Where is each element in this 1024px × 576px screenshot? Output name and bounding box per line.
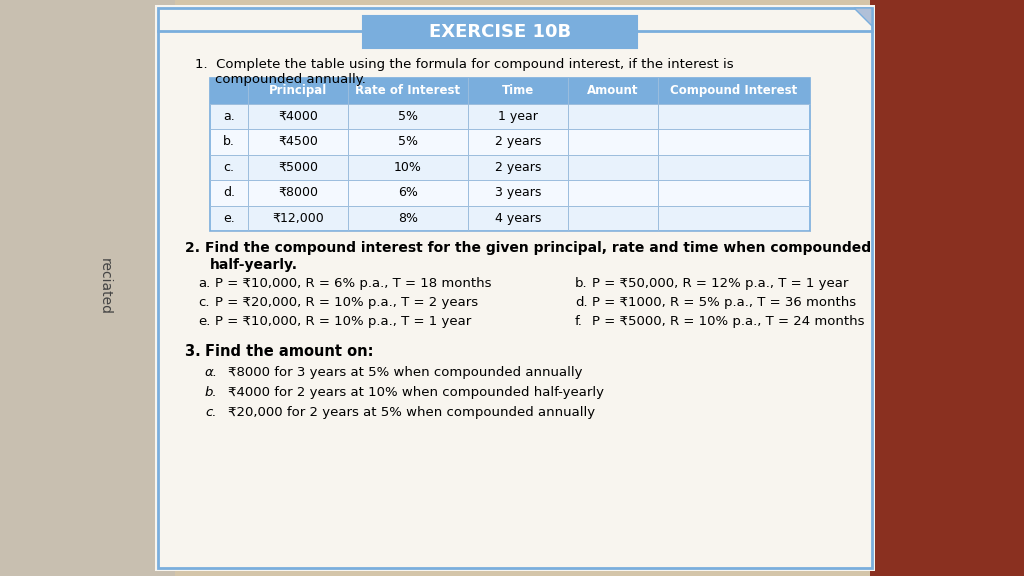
Text: P = ₹1000, R = 5% p.a., T = 36 months: P = ₹1000, R = 5% p.a., T = 36 months bbox=[592, 296, 856, 309]
FancyBboxPatch shape bbox=[870, 0, 1024, 576]
Text: c.: c. bbox=[223, 161, 234, 174]
Text: Amount: Amount bbox=[587, 84, 639, 97]
Text: P = ₹10,000, R = 10% p.a., T = 1 year: P = ₹10,000, R = 10% p.a., T = 1 year bbox=[215, 315, 471, 328]
FancyBboxPatch shape bbox=[210, 104, 810, 129]
FancyBboxPatch shape bbox=[0, 0, 175, 576]
Text: 10%: 10% bbox=[394, 161, 422, 174]
Text: a.: a. bbox=[223, 110, 234, 123]
FancyBboxPatch shape bbox=[362, 16, 637, 48]
Text: e.: e. bbox=[198, 315, 210, 328]
Text: 2 years: 2 years bbox=[495, 135, 542, 148]
FancyBboxPatch shape bbox=[210, 129, 810, 154]
Text: Find the amount on:: Find the amount on: bbox=[205, 344, 374, 359]
Text: 3.: 3. bbox=[185, 344, 206, 359]
Text: d.: d. bbox=[223, 186, 234, 199]
Text: EXERCISE 10B: EXERCISE 10B bbox=[429, 23, 571, 41]
Text: P = ₹20,000, R = 10% p.a., T = 2 years: P = ₹20,000, R = 10% p.a., T = 2 years bbox=[215, 296, 478, 309]
Text: P = ₹50,000, R = 12% p.a., T = 1 year: P = ₹50,000, R = 12% p.a., T = 1 year bbox=[592, 277, 848, 290]
Text: c.: c. bbox=[198, 296, 210, 309]
Text: ₹8000 for 3 years at 5% when compounded annually: ₹8000 for 3 years at 5% when compounded … bbox=[228, 366, 583, 379]
Text: 8%: 8% bbox=[398, 212, 418, 225]
Text: 6%: 6% bbox=[398, 186, 418, 199]
Text: ₹12,000: ₹12,000 bbox=[272, 212, 324, 225]
Text: ₹4000: ₹4000 bbox=[279, 110, 317, 123]
Text: 1 year: 1 year bbox=[498, 110, 538, 123]
FancyBboxPatch shape bbox=[155, 5, 874, 571]
FancyBboxPatch shape bbox=[210, 154, 810, 180]
Text: Time: Time bbox=[502, 84, 535, 97]
Text: d.: d. bbox=[575, 296, 588, 309]
Text: Compound Interest: Compound Interest bbox=[671, 84, 798, 97]
Text: 2.: 2. bbox=[185, 241, 205, 255]
Text: 2 years: 2 years bbox=[495, 161, 542, 174]
Text: reciated: reciated bbox=[98, 257, 112, 314]
Text: α.: α. bbox=[205, 366, 218, 379]
Text: Rate of Interest: Rate of Interest bbox=[355, 84, 461, 97]
Text: P = ₹5000, R = 10% p.a., T = 24 months: P = ₹5000, R = 10% p.a., T = 24 months bbox=[592, 315, 864, 328]
Text: ₹8000: ₹8000 bbox=[278, 186, 318, 199]
FancyBboxPatch shape bbox=[210, 78, 810, 104]
Text: ₹4500: ₹4500 bbox=[279, 135, 317, 148]
Text: b.: b. bbox=[223, 135, 234, 148]
Text: c.: c. bbox=[205, 406, 216, 419]
Text: 3 years: 3 years bbox=[495, 186, 542, 199]
Text: P = ₹10,000, R = 6% p.a., T = 18 months: P = ₹10,000, R = 6% p.a., T = 18 months bbox=[215, 277, 492, 290]
Text: b.: b. bbox=[575, 277, 588, 290]
Text: Principal: Principal bbox=[269, 84, 327, 97]
Text: half-yearly.: half-yearly. bbox=[210, 258, 298, 272]
Text: 1.  Complete the table using the formula for compound interest, if the interest : 1. Complete the table using the formula … bbox=[195, 58, 733, 71]
Text: e.: e. bbox=[223, 212, 234, 225]
Text: compounded annually.: compounded annually. bbox=[215, 73, 366, 86]
Text: ₹20,000 for 2 years at 5% when compounded annually: ₹20,000 for 2 years at 5% when compounde… bbox=[228, 406, 595, 419]
FancyBboxPatch shape bbox=[210, 206, 810, 231]
Text: 5%: 5% bbox=[398, 135, 418, 148]
FancyBboxPatch shape bbox=[210, 180, 810, 206]
Text: 5%: 5% bbox=[398, 110, 418, 123]
Text: Find the compound interest for the given principal, rate and time when compounde: Find the compound interest for the given… bbox=[205, 241, 871, 255]
Text: ₹4000 for 2 years at 10% when compounded half-yearly: ₹4000 for 2 years at 10% when compounded… bbox=[228, 386, 604, 399]
Polygon shape bbox=[854, 8, 872, 26]
Text: a.: a. bbox=[198, 277, 210, 290]
Text: ₹5000: ₹5000 bbox=[278, 161, 318, 174]
Text: f.: f. bbox=[575, 315, 583, 328]
Text: b.: b. bbox=[205, 386, 218, 399]
Text: 4 years: 4 years bbox=[495, 212, 542, 225]
